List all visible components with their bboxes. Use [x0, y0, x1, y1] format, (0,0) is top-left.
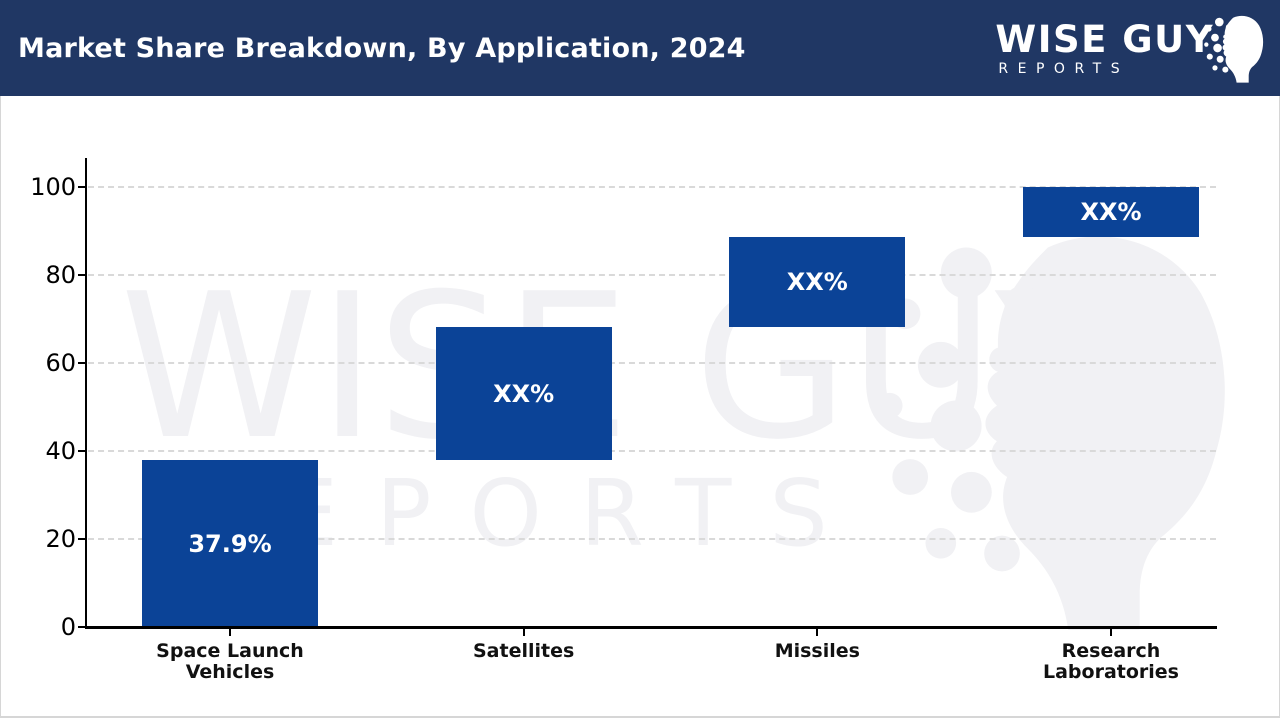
y-tick-label: 60 — [45, 348, 76, 377]
x-tick-label: Missiles — [774, 640, 860, 662]
x-tick-mark — [816, 629, 819, 636]
x-axis-line — [84, 626, 1217, 629]
y-tick-label: 0 — [60, 613, 76, 641]
frame-bottom-hairline — [0, 716, 1280, 718]
dotted-head-profile-icon — [1204, 15, 1264, 83]
frame-left-hairline — [0, 96, 1, 717]
bar-segment: XX% — [1023, 186, 1199, 238]
brand-logo: WISE GUY REPORTS — [995, 11, 1266, 85]
bar-segment: XX% — [435, 327, 612, 461]
header-bar: Market Share Breakdown, By Application, … — [0, 0, 1280, 96]
y-tick-mark — [78, 185, 86, 188]
gridline-20 — [88, 537, 1216, 540]
y-tick-mark — [78, 361, 86, 364]
logo-subtext: REPORTS — [998, 60, 1130, 77]
y-tick-mark — [78, 449, 86, 452]
x-tick-label: Research Laboratories — [1043, 640, 1179, 683]
page-title: Market Share Breakdown, By Application, … — [18, 32, 746, 64]
x-tick-label: Space Launch Vehicles — [156, 640, 304, 683]
x-tick-mark — [522, 629, 525, 636]
bar-value-label: XX% — [1080, 197, 1142, 226]
y-tick-label: 40 — [45, 436, 76, 465]
gridline-100 — [88, 185, 1216, 188]
brand-logo-text: WISE GUY REPORTS — [995, 21, 1214, 76]
y-tick-mark — [78, 626, 86, 628]
x-tick-mark — [1110, 629, 1112, 636]
bar-value-label: XX% — [493, 379, 555, 408]
bar-value-label: 37.9% — [188, 529, 272, 558]
bar-segment: XX% — [729, 237, 906, 328]
logo-wordmark: WISE GUY — [995, 17, 1214, 61]
bar-value-label: XX% — [786, 268, 848, 297]
gridline-40 — [88, 449, 1216, 452]
y-tick-label: 20 — [45, 524, 76, 553]
gridline-80 — [88, 273, 1216, 276]
y-tick-mark — [78, 537, 86, 540]
y-tick-label: 80 — [45, 260, 76, 289]
x-tick-label: Satellites — [473, 640, 575, 662]
x-tick-mark — [229, 629, 231, 636]
y-tick-mark — [78, 273, 86, 276]
gridline-60 — [88, 361, 1216, 364]
bar-segment: 37.9% — [142, 460, 318, 627]
y-tick-label: 100 — [30, 172, 76, 201]
y-axis-line — [84, 158, 87, 628]
